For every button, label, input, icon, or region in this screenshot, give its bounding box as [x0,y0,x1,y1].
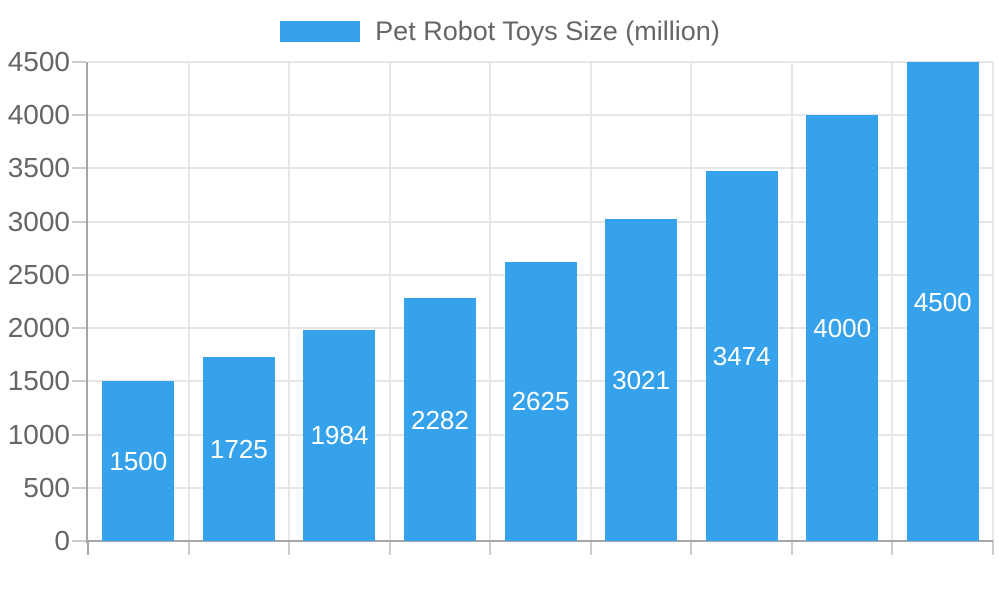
bar-2030[interactable] [605,219,678,541]
bar-value-label: 4000 [813,313,872,344]
bar-value-label: 3021 [612,365,670,396]
x-tick-mark [690,541,693,555]
y-gridline [88,220,993,223]
bar-2026[interactable] [202,357,275,541]
legend-label: Pet Robot Toys Size (million) [375,16,720,46]
bar-2025[interactable] [102,381,175,541]
y-tick-label: 0 [54,525,70,556]
x-tick-mark [589,541,592,555]
x-gridline [891,62,894,541]
y-tick-mark [72,433,86,436]
y-tick-mark [72,114,86,117]
x-tick-mark [388,541,391,555]
bar-value-label: 2282 [411,404,469,435]
y-tick-mark [72,167,86,170]
bar-value-label: 1984 [310,420,369,451]
x-gridline [489,62,492,541]
bar-value-label: 1725 [209,434,268,465]
y-tick-mark [72,61,86,63]
y-tick-mark [72,486,86,489]
y-tick-label: 4000 [7,99,70,131]
y-gridline [88,167,993,170]
y-tick-label: 1000 [7,418,70,450]
x-gridline [790,62,793,541]
bar-2028[interactable] [403,298,476,541]
bar-2029[interactable] [504,261,577,541]
x-tick-mark [187,541,190,555]
x-gridline [690,62,693,541]
y-tick-label: 2000 [7,312,70,344]
x-tick-mark [790,541,793,555]
x-gridline [589,62,592,541]
bar-2033[interactable] [906,62,979,541]
x-tick-mark [891,541,894,555]
y-tick-label: 3000 [7,205,70,237]
y-gridline [88,61,993,63]
y-tick-label: 1500 [7,365,70,397]
y-tick-mark [72,327,86,330]
bar-value-label: 2625 [511,386,570,417]
x-gridline [388,62,391,541]
y-tick-mark [72,273,86,276]
bar-value-label: 1500 [109,446,168,477]
x-gridline [992,62,994,541]
bar-2032[interactable] [806,115,879,541]
x-tick-mark [288,541,291,555]
bar-value-label: 3474 [712,341,771,372]
plot-area: 0 500 1000 1500 2000 2500 3000 3500 4000 4500 1500… [8,46,994,556]
bar-2031[interactable] [705,171,778,541]
bar-value-label: 4500 [913,286,972,317]
x-tick-mark [489,541,492,555]
y-tick-mark [72,540,86,542]
x-gridline [187,62,190,541]
x-tick-mark [992,541,994,555]
y-tick-mark [72,380,86,383]
x-gridline [288,62,291,541]
y-tick-label: 4500 [7,46,70,77]
bar-2027[interactable] [303,329,376,541]
legend-swatch [280,21,361,42]
y-gridline [88,114,993,117]
y-tick-mark [72,220,86,223]
y-tick-label: 3500 [7,152,70,184]
legend-item[interactable]: Pet Robot Toys Size (million) [0,18,1000,45]
y-axis-line [86,62,88,543]
y-tick-label: 2500 [7,258,70,290]
x-tick-mark [87,541,89,555]
x-axis-line [86,540,993,542]
y-tick-label: 500 [23,471,70,503]
